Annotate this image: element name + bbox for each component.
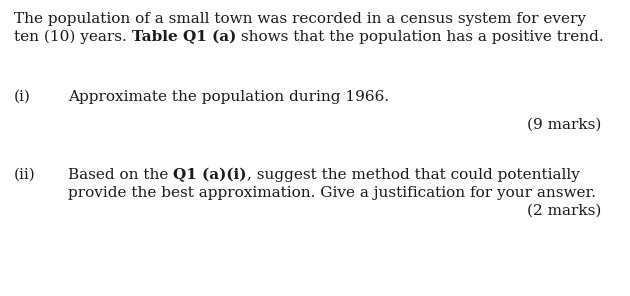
Text: Approximate the population during 1966.: Approximate the population during 1966. [68,90,389,104]
Text: shows that the population has a positive trend.: shows that the population has a positive… [236,30,604,44]
Text: Table Q1 (a): Table Q1 (a) [132,30,236,44]
Text: provide the best approximation. Give a justification for your answer.: provide the best approximation. Give a j… [68,186,596,200]
Text: (2 marks): (2 marks) [527,204,601,218]
Text: , suggest the method that could potentially: , suggest the method that could potentia… [247,168,580,182]
Text: Based on the: Based on the [68,168,173,182]
Text: (ii): (ii) [14,168,36,182]
Text: ten (10) years.: ten (10) years. [14,30,132,44]
Text: (i): (i) [14,90,31,104]
Text: (9 marks): (9 marks) [527,118,601,132]
Text: The population of a small town was recorded in a census system for every: The population of a small town was recor… [14,12,586,26]
Text: Q1 (a)(i): Q1 (a)(i) [173,168,247,182]
